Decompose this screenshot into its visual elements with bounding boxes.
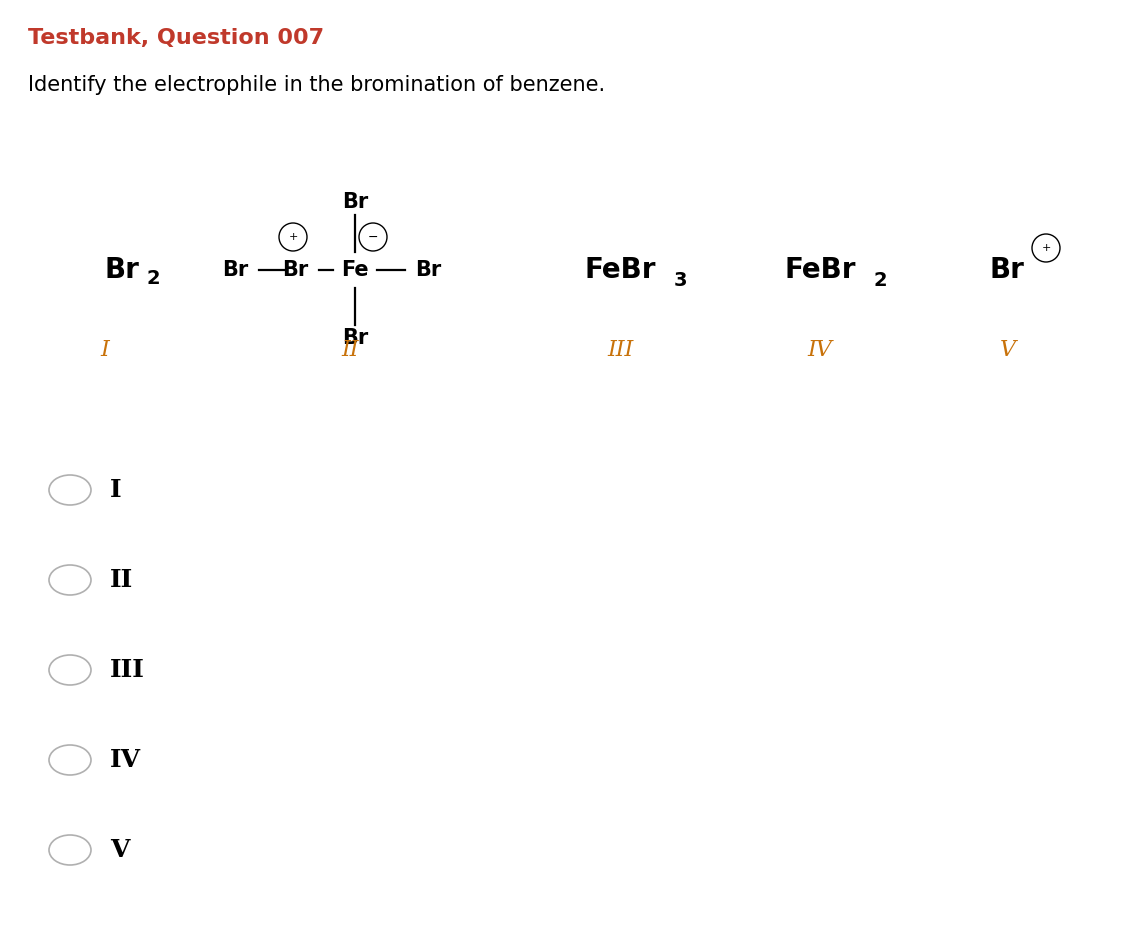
Text: Br: Br [342,328,369,348]
Text: +: + [288,232,297,242]
Ellipse shape [49,835,91,865]
Text: III: III [607,339,634,361]
Text: 2: 2 [874,270,887,290]
Text: −: − [367,230,378,243]
Text: Br: Br [342,192,369,212]
Ellipse shape [49,565,91,595]
Text: V: V [110,838,130,862]
Text: Br: Br [990,256,1025,284]
Text: I: I [110,478,122,502]
Text: Testbank, Question 007: Testbank, Question 007 [28,28,324,48]
Text: 3: 3 [674,270,688,290]
Ellipse shape [49,475,91,505]
Text: Identify the electrophile in the bromination of benzene.: Identify the electrophile in the bromina… [28,75,605,95]
Text: Br: Br [104,256,140,284]
Text: IV: IV [807,339,832,361]
Text: II: II [110,568,133,592]
Text: I: I [101,339,109,361]
Text: Br: Br [414,260,441,280]
Text: Br: Br [222,260,248,280]
Text: Fe: Fe [341,260,369,280]
Ellipse shape [49,745,91,775]
Text: Br: Br [282,260,308,280]
Text: II: II [341,339,358,361]
Text: III: III [110,658,145,682]
Text: FeBr: FeBr [785,256,856,284]
Text: V: V [1000,339,1016,361]
Text: FeBr: FeBr [585,256,657,284]
Ellipse shape [49,655,91,685]
Text: +: + [1041,243,1050,253]
Text: IV: IV [110,748,141,772]
Text: 2: 2 [147,268,161,288]
